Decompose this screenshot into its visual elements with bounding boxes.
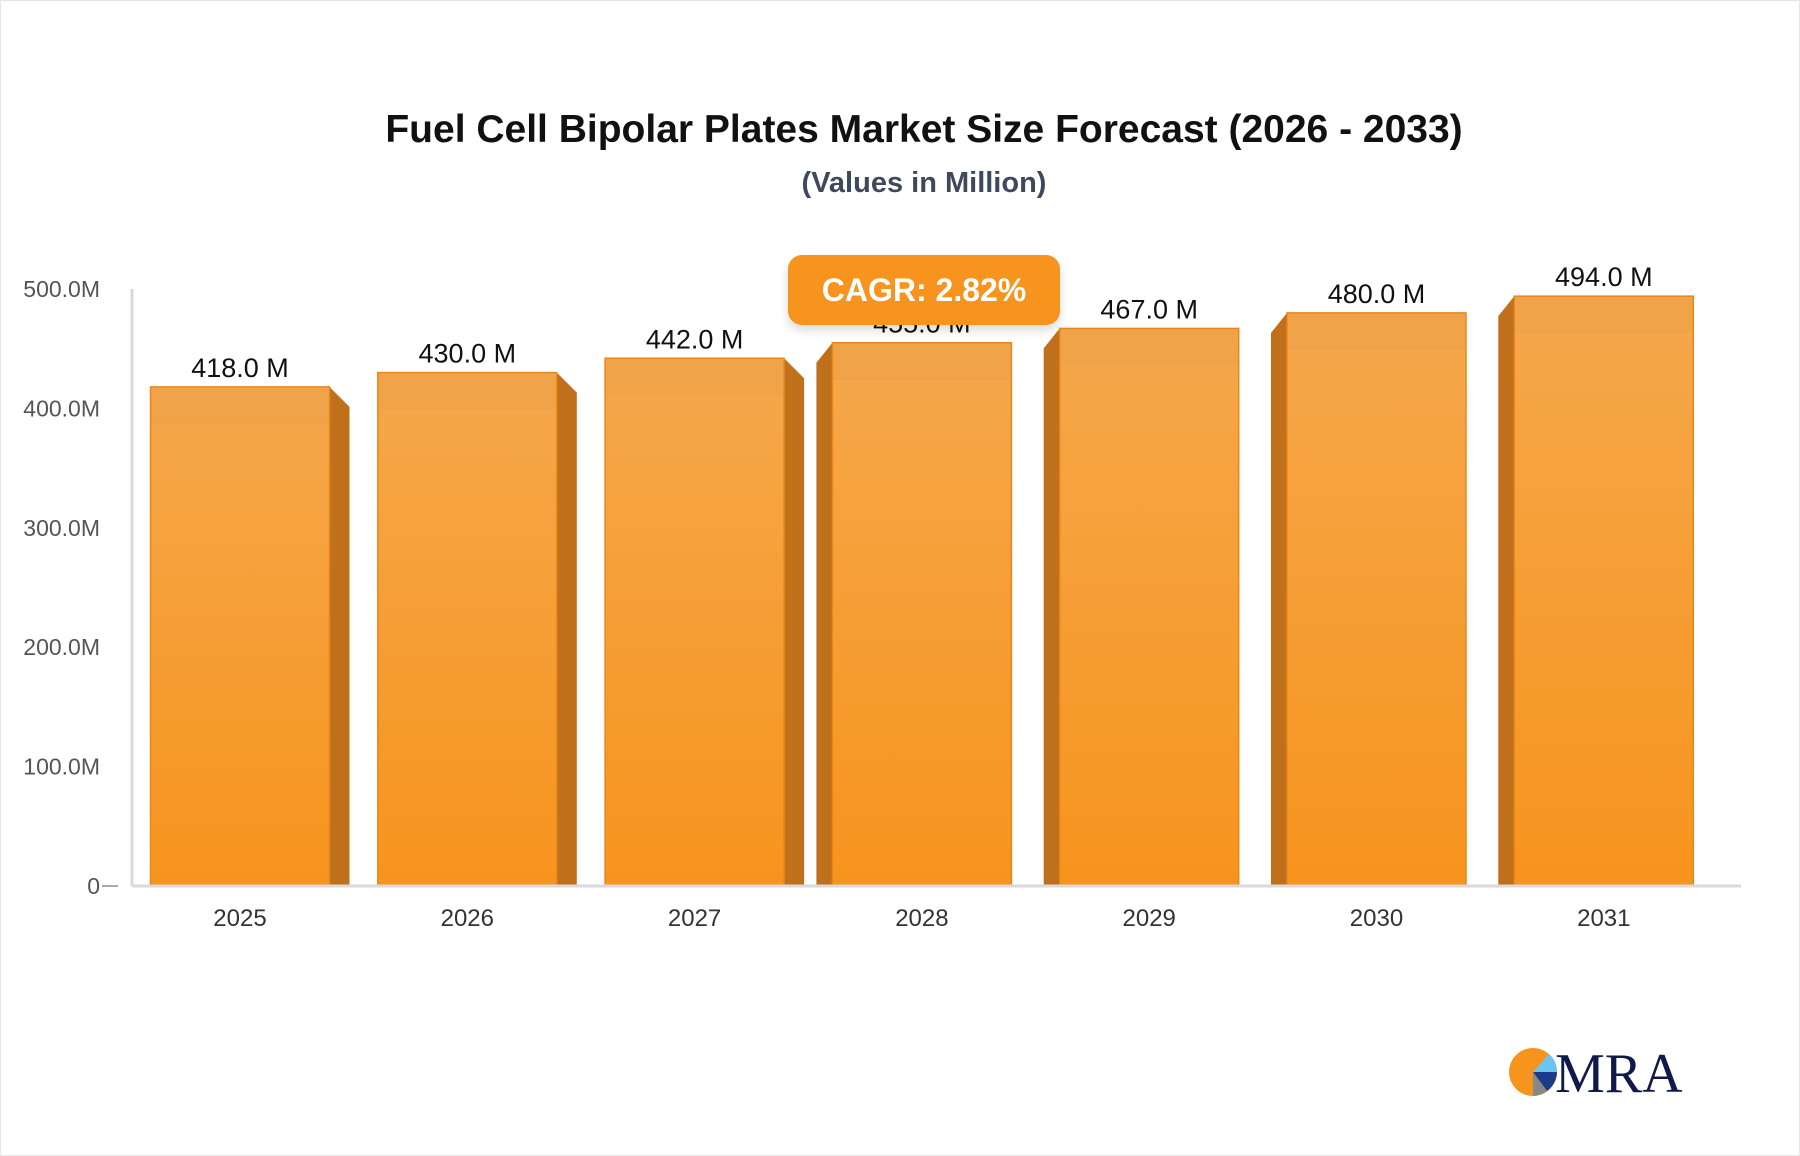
y-tick-label: 500.0M [23, 276, 100, 302]
bar [149, 386, 331, 887]
chart-title: Fuel Cell Bipolar Plates Market Size For… [385, 108, 1463, 151]
data-label: 494.0 M [1555, 262, 1653, 292]
y-tick-label: 300.0M [23, 515, 100, 541]
data-label: 480.0 M [1328, 279, 1426, 309]
x-tick-label: 2027 [668, 905, 721, 932]
data-label: 442.0 M [646, 324, 744, 354]
bar-side [1271, 312, 1287, 886]
bar [1513, 295, 1695, 887]
svg-text:MRA: MRA [1555, 1043, 1683, 1100]
x-tick-label: 2030 [1350, 905, 1403, 932]
bar-top-highlight [151, 387, 329, 424]
bar-side [556, 372, 577, 887]
data-label: 418.0 M [191, 353, 289, 383]
bar-top-highlight [1515, 297, 1693, 334]
x-tick-label: 2031 [1577, 905, 1630, 932]
bar [831, 341, 1013, 887]
y-tick-label: 0 [87, 873, 100, 899]
data-label: 430.0 M [419, 339, 517, 369]
bar-side [816, 342, 833, 887]
bar-top-highlight [606, 359, 784, 396]
data-label: 467.0 M [1100, 294, 1198, 324]
bar [604, 357, 785, 887]
bar-top-highlight [1060, 329, 1238, 366]
chart-subtitle: (Values in Million) [801, 167, 1047, 199]
bar-side [1043, 328, 1060, 887]
bar-side [1498, 296, 1515, 886]
bar-side [784, 358, 805, 886]
bar-top-highlight [1288, 313, 1465, 350]
bar-top-highlight [378, 373, 556, 410]
y-tick-label: 200.0M [23, 634, 100, 660]
bar [1058, 327, 1240, 887]
x-tick-label: 2029 [1123, 905, 1176, 932]
y-tick-label: 400.0M [23, 395, 100, 421]
bar-top-highlight [833, 343, 1011, 380]
x-tick-label: 2025 [213, 905, 266, 932]
cagr-badge: CAGR: 2.82% [788, 255, 1060, 325]
mra-logo: MRA [1509, 1043, 1683, 1100]
y-tick-label: 100.0M [23, 754, 100, 780]
bar-side [329, 386, 350, 886]
x-tick-label: 2026 [441, 905, 494, 932]
x-tick-label: 2028 [895, 905, 948, 932]
bar [377, 371, 558, 887]
bar [1286, 312, 1467, 887]
